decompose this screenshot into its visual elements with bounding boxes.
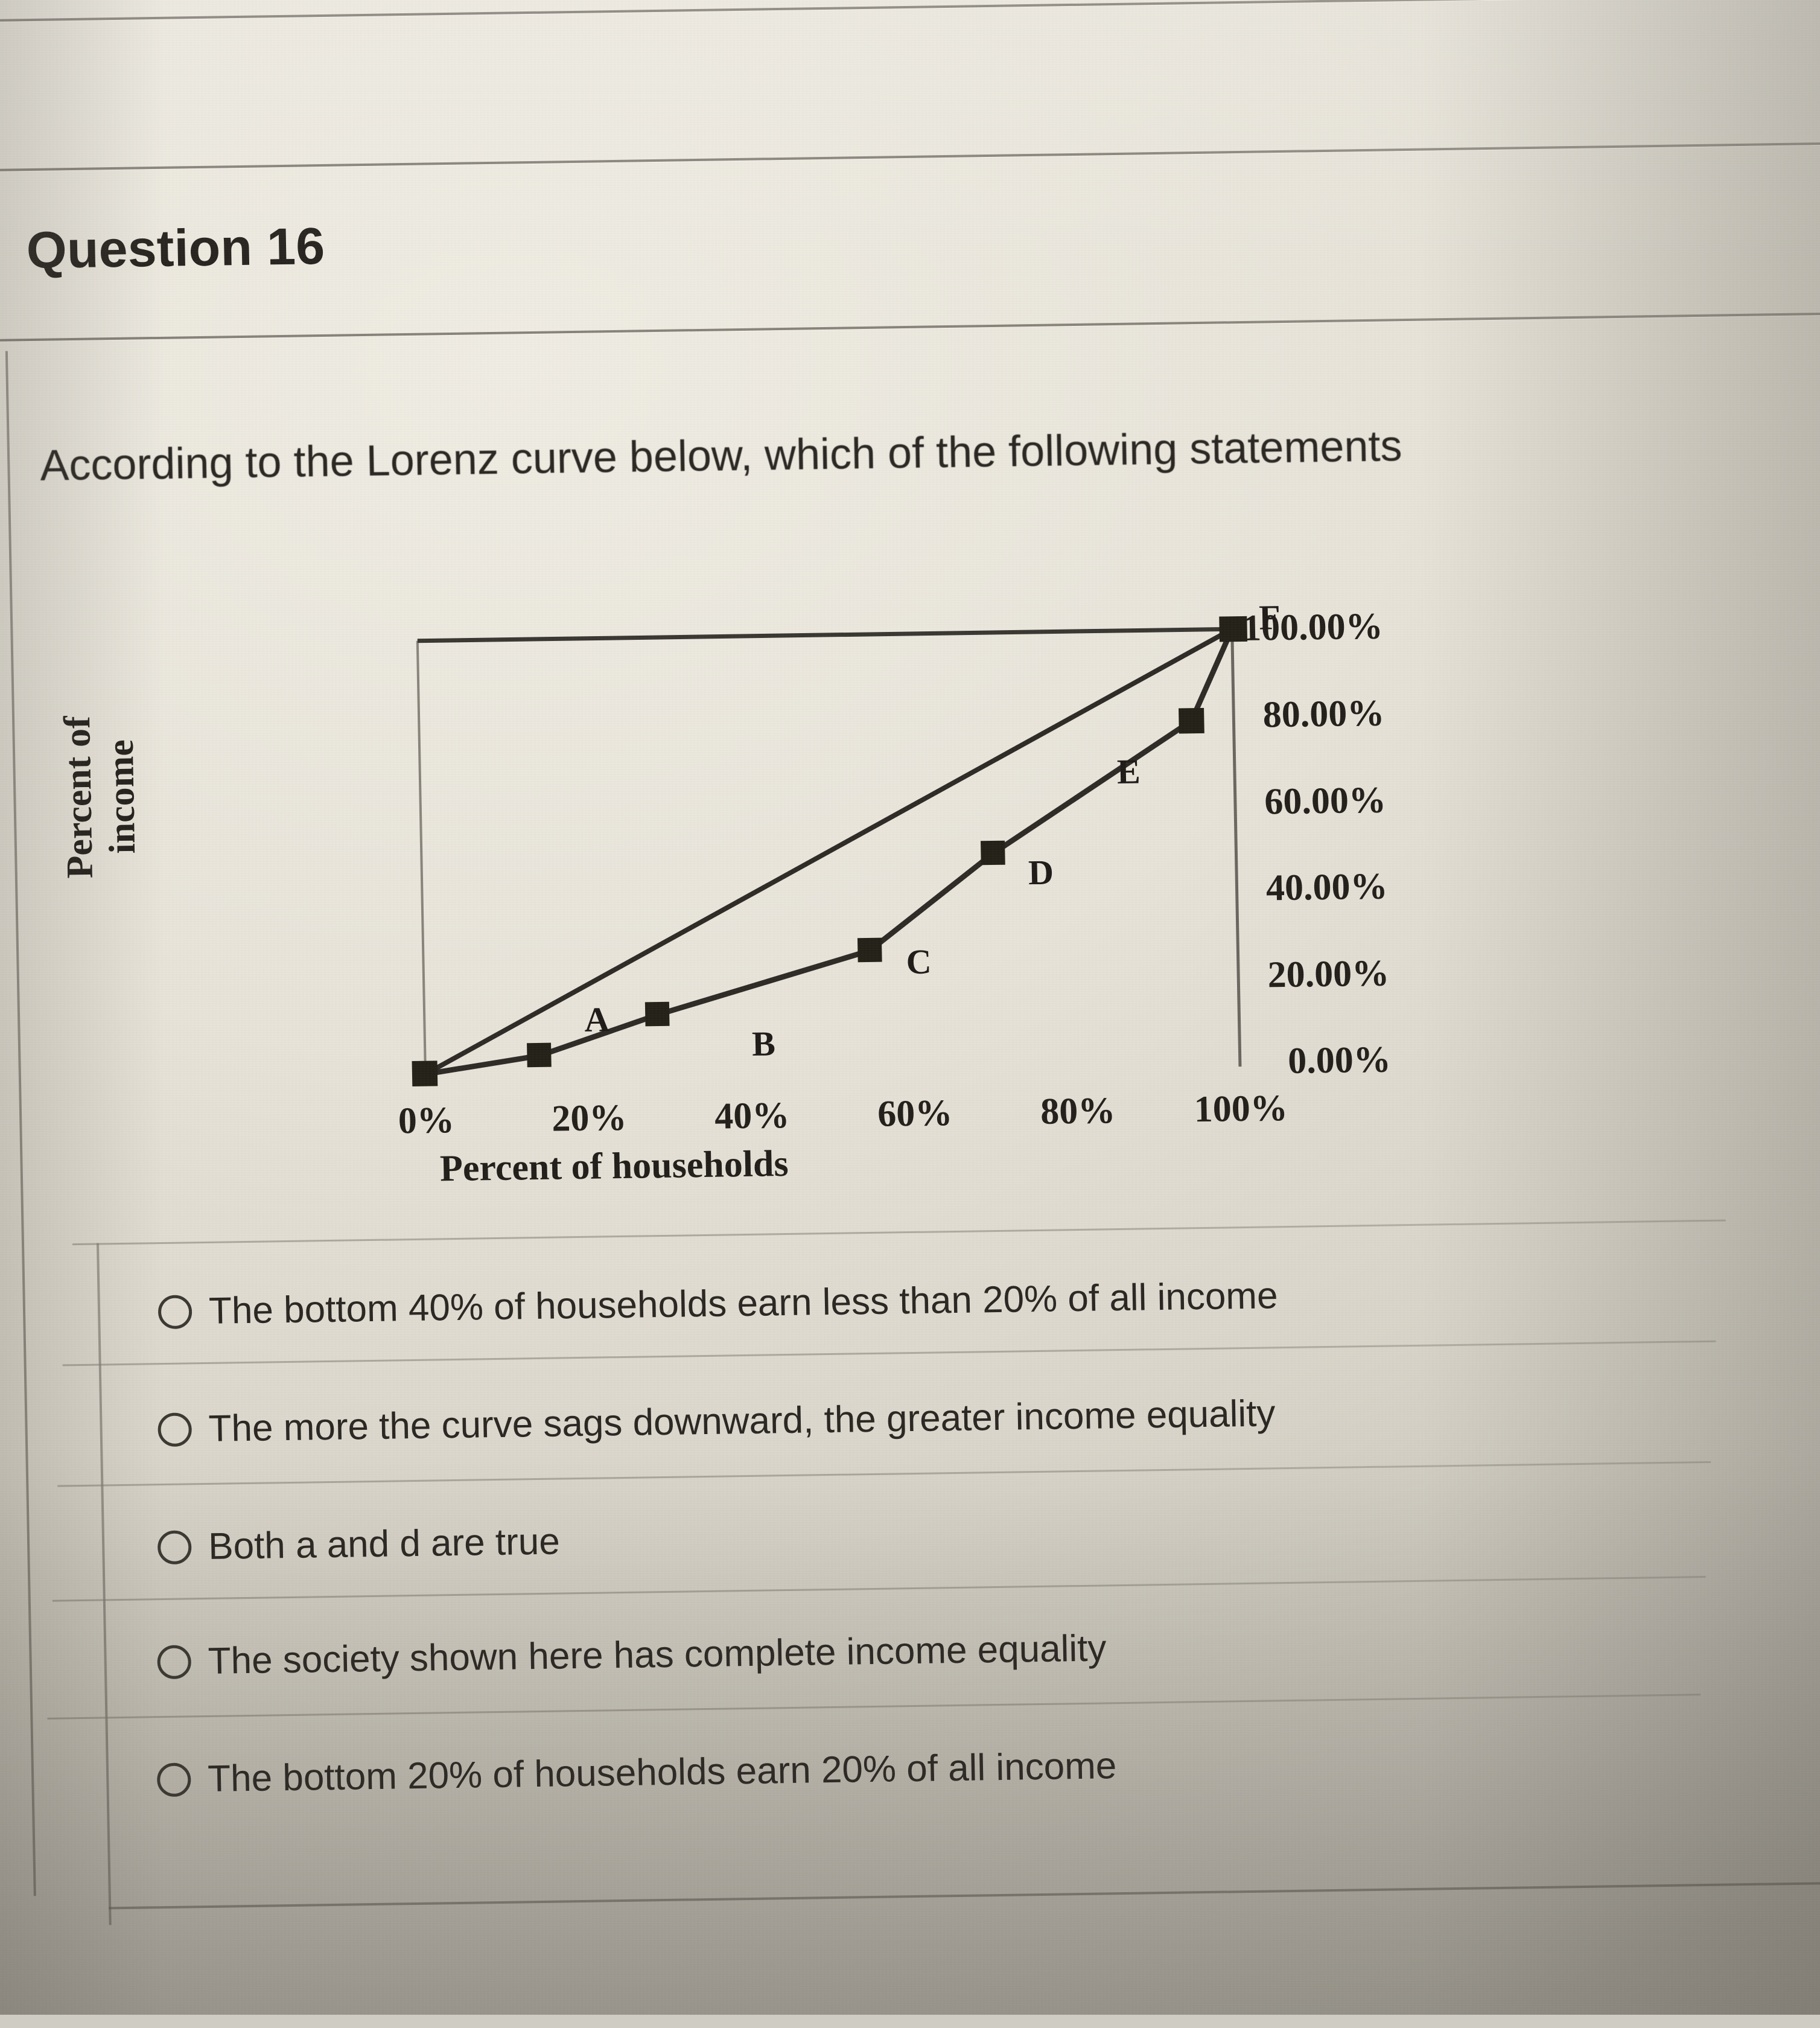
data-point-c bbox=[857, 937, 882, 963]
radio-icon-5[interactable] bbox=[156, 1762, 191, 1797]
equality-line bbox=[422, 627, 1235, 1077]
radio-icon-1[interactable] bbox=[158, 1294, 192, 1329]
answer-option-4[interactable]: The society shown here has complete inco… bbox=[157, 1617, 1787, 1683]
answer-option-2[interactable]: The more the curve sags downward, the gr… bbox=[158, 1385, 1787, 1451]
data-point-a bbox=[527, 1042, 552, 1068]
point-label-e: E bbox=[1116, 751, 1141, 792]
answer-label-3: Both a and d are true bbox=[208, 1520, 561, 1567]
answer-divider-4 bbox=[47, 1694, 1701, 1720]
answer-divider-3 bbox=[52, 1576, 1706, 1602]
x-tick-80: 80% bbox=[1040, 1090, 1116, 1132]
answer-label-1: The bottom 40% of households earn less t… bbox=[208, 1275, 1279, 1332]
answer-options-panel: The bottom 40% of households earn less t… bbox=[47, 1219, 1820, 1925]
data-point-f bbox=[1219, 616, 1248, 642]
radio-icon-4[interactable] bbox=[157, 1644, 192, 1679]
answers-bottom-border bbox=[109, 1881, 1820, 1910]
question-prompt: According to the Lorenz curve below, whi… bbox=[39, 422, 1403, 490]
radio-icon-2[interactable] bbox=[158, 1412, 192, 1447]
point-label-a: A bbox=[584, 1000, 610, 1039]
chart-top-border bbox=[417, 627, 1232, 643]
point-label-d: D bbox=[1028, 852, 1054, 893]
point-label-c: C bbox=[906, 942, 932, 982]
answer-label-2: The more the curve sags downward, the gr… bbox=[208, 1392, 1276, 1450]
answer-option-3[interactable]: Both a and d are true bbox=[157, 1502, 1787, 1569]
data-point-origin bbox=[412, 1060, 438, 1086]
page-title: Question 16 bbox=[25, 217, 326, 280]
data-point-e bbox=[1179, 707, 1204, 734]
point-label-b: B bbox=[751, 1024, 776, 1063]
data-point-d bbox=[981, 840, 1005, 866]
x-tick-60: 60% bbox=[877, 1092, 953, 1135]
chart-right-border bbox=[1230, 629, 1242, 1067]
x-tick-40: 40% bbox=[714, 1094, 790, 1137]
answer-divider-1 bbox=[62, 1340, 1716, 1366]
divider-under-title bbox=[0, 312, 1820, 342]
x-tick-20: 20% bbox=[551, 1097, 627, 1140]
radio-icon-3[interactable] bbox=[157, 1529, 192, 1564]
answer-option-1[interactable]: The bottom 40% of households earn less t… bbox=[158, 1267, 1787, 1333]
answer-option-5[interactable]: The bottom 20% of households earn 20% of… bbox=[156, 1735, 1787, 1801]
answer-divider-2 bbox=[57, 1461, 1711, 1487]
answer-label-5: The bottom 20% of households earn 20% of… bbox=[207, 1745, 1117, 1800]
point-label-f: F bbox=[1258, 598, 1281, 637]
data-point-b bbox=[644, 1001, 670, 1027]
answers-left-border bbox=[96, 1243, 112, 1925]
lorenz-curve-chart: Percent of income 100.00% 80.00% 60.00% … bbox=[0, 555, 1394, 1257]
divider-top-2 bbox=[0, 142, 1820, 172]
y-axis-line bbox=[416, 640, 427, 1079]
x-tick-0: 0% bbox=[398, 1099, 455, 1142]
chart-plot bbox=[412, 616, 1248, 1086]
x-tick-100: 100% bbox=[1194, 1087, 1288, 1130]
answer-label-4: The society shown here has complete inco… bbox=[208, 1627, 1107, 1682]
